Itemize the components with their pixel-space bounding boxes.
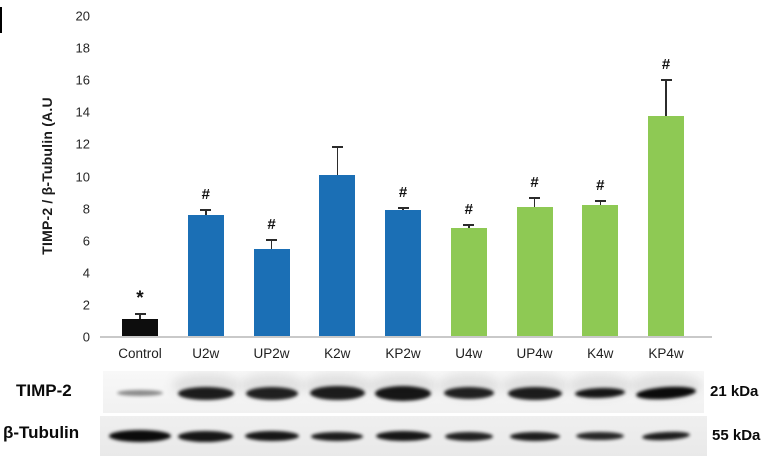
- protein-band-k2w: [309, 386, 365, 400]
- error-bar: [205, 209, 207, 215]
- bar-chart: TIMP-2 / β-Tubulin (A.U 0 2 4 6 8 10 12 14 16 18 2…: [39, 8, 712, 361]
- bar-kp4w: [648, 115, 684, 337]
- bar-control: [122, 319, 158, 337]
- error-bar: [599, 199, 601, 206]
- bar-kp2w: [385, 210, 421, 337]
- molecular-weight-label-55kda: 55 kDa: [712, 427, 761, 444]
- significance-mark: #: [530, 174, 539, 192]
- significance-mark: #: [201, 186, 210, 204]
- protein-band-kp4w: [641, 430, 691, 442]
- protein-band-control: [109, 430, 171, 442]
- error-bar-cap: [529, 197, 540, 200]
- error-bar: [468, 223, 470, 228]
- error-bar: [533, 197, 536, 207]
- x-category-label: K2w: [324, 346, 351, 361]
- error-bar-cap: [397, 206, 409, 209]
- bar-k2w: [319, 174, 356, 337]
- y-tick-label: 8: [82, 201, 90, 217]
- bar-u4w: [450, 227, 487, 337]
- x-category-label: UP4w: [516, 346, 553, 361]
- x-category-label: K4w: [587, 346, 614, 361]
- x-axis-line: [100, 336, 712, 338]
- blot-row-label-timp2: TIMP-2: [16, 381, 72, 400]
- protein-band-u2w: [177, 386, 234, 400]
- error-bar-cap: [660, 78, 672, 81]
- error-bar-cap: [200, 209, 212, 212]
- protein-band-k2w: [311, 431, 364, 441]
- protein-band-up2w: [245, 386, 298, 400]
- y-tick-label: 0: [82, 329, 90, 345]
- blot-row-label-tubulin: β-Tubulin: [3, 423, 80, 442]
- x-category-label: KP2w: [385, 346, 421, 361]
- molecular-weight-label-21kda: 21 kDa: [710, 383, 759, 400]
- protein-band-u4w: [443, 387, 494, 399]
- bar-up2w: [253, 248, 290, 337]
- error-bar: [665, 78, 667, 116]
- y-tick-label: 16: [75, 72, 90, 88]
- cropped-panel-label-artifact: [0, 7, 2, 33]
- bar-u2w: [187, 215, 224, 337]
- y-tick-label: 4: [82, 265, 90, 281]
- y-tick-label: 12: [75, 136, 90, 152]
- y-tick-label: 10: [75, 169, 90, 184]
- error-bar: [270, 239, 273, 249]
- y-tick-label: 18: [75, 40, 90, 56]
- error-bar-cap: [594, 199, 606, 202]
- y-tick-label: 14: [75, 104, 90, 120]
- y-tick-label: 20: [75, 8, 90, 24]
- error-bar: [139, 312, 141, 320]
- blot-strip-tubulin: [100, 416, 707, 456]
- error-bar-cap: [266, 239, 277, 242]
- bar-up4w: [516, 206, 553, 337]
- protein-band-k4w: [576, 432, 625, 440]
- y-tick-label: 2: [82, 297, 90, 313]
- protein-band-kp2w: [375, 431, 431, 441]
- x-category-label: Control: [118, 346, 162, 361]
- y-tick-label: 6: [82, 233, 90, 249]
- x-category-label: U4w: [455, 346, 483, 361]
- x-category-label: UP2w: [253, 346, 290, 361]
- protein-band-u2w: [178, 430, 234, 442]
- x-category-label: U2w: [192, 346, 220, 361]
- protein-band-k4w: [575, 387, 626, 399]
- significance-mark: *: [136, 287, 144, 309]
- error-bar-cap: [134, 312, 146, 315]
- protein-band-up4w: [509, 431, 560, 441]
- bar-k4w: [582, 205, 619, 337]
- significance-mark: #: [661, 55, 671, 73]
- significance-mark: #: [464, 200, 473, 218]
- protein-band-u4w: [444, 431, 493, 441]
- protein-band-up2w: [244, 431, 299, 441]
- blot-strip-timp2: [103, 371, 704, 413]
- significance-mark: #: [398, 183, 408, 201]
- error-bar-cap: [463, 223, 475, 226]
- error-bar: [336, 146, 338, 175]
- x-category-label: KP4w: [648, 346, 684, 361]
- significance-mark: #: [596, 176, 605, 194]
- significance-mark: #: [267, 216, 276, 234]
- protein-band-kp2w: [375, 385, 431, 401]
- error-bar-cap: [331, 146, 343, 148]
- protein-band-up4w: [507, 386, 562, 400]
- protein-band-control: [117, 390, 163, 396]
